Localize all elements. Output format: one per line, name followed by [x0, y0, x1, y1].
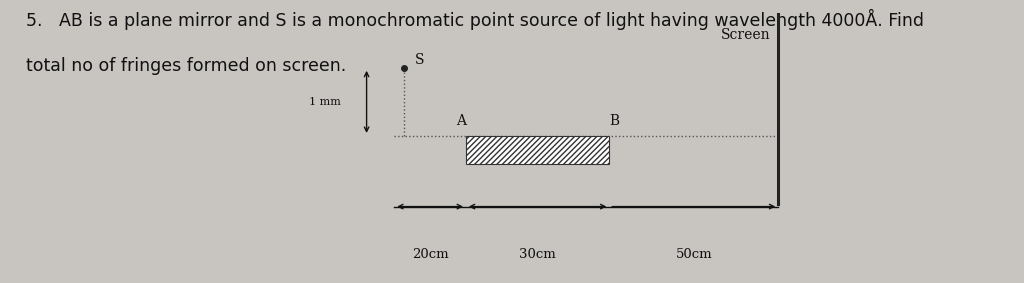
- Text: 1 mm: 1 mm: [309, 97, 341, 107]
- Text: 30cm: 30cm: [519, 248, 556, 261]
- Text: 50cm: 50cm: [676, 248, 712, 261]
- Text: A: A: [456, 113, 466, 128]
- Text: 20cm: 20cm: [412, 248, 449, 261]
- Text: B: B: [609, 113, 620, 128]
- Bar: [466, 136, 609, 164]
- Text: total no of fringes formed on screen.: total no of fringes formed on screen.: [26, 57, 346, 75]
- Text: S: S: [415, 53, 424, 67]
- Text: 5.   AB is a plane mirror and S is a monochromatic point source of light having : 5. AB is a plane mirror and S is a monoc…: [26, 8, 924, 29]
- Text: Screen: Screen: [721, 28, 770, 42]
